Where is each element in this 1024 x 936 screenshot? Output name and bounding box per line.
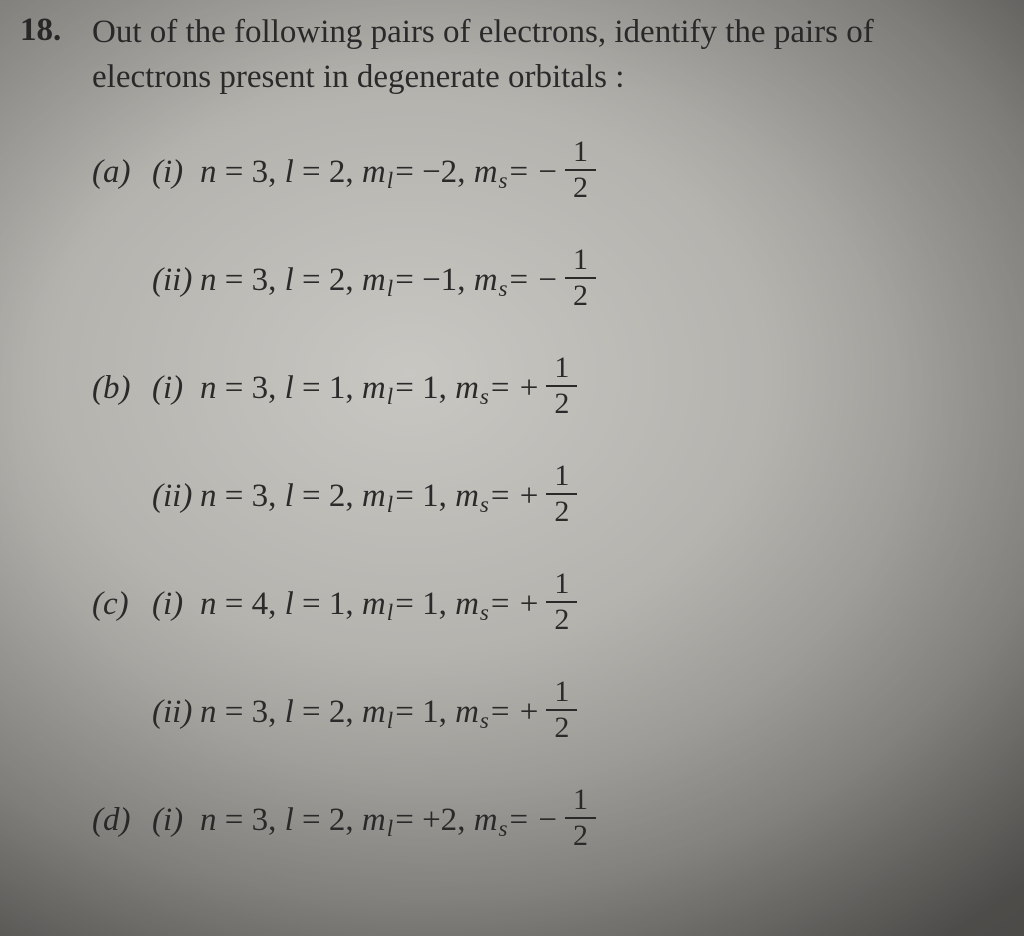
ml-value: 1	[422, 586, 439, 623]
l-value: 2	[329, 802, 346, 839]
frac-num: 1	[565, 137, 596, 169]
l-value: 2	[329, 478, 346, 515]
fraction: 1 2	[546, 677, 577, 743]
sub-label: (ii)	[152, 262, 200, 299]
ms-sign: +	[520, 478, 539, 515]
ms-sign: −	[538, 154, 557, 191]
frac-den: 2	[546, 493, 577, 527]
equation: n = 4, l = 1, ml= 1, ms= + 1 2	[200, 571, 581, 637]
equation: n = 3, l = 2, ml= 1, ms= + 1 2	[200, 463, 581, 529]
option-a-ii: (ii) n = 3, l = 2, ml= −1, ms= − 1 2	[152, 247, 994, 313]
ml-value: +2	[422, 802, 457, 839]
l-value: 2	[329, 154, 346, 191]
n-value: 4	[252, 586, 269, 623]
sub-label: (i)	[152, 802, 200, 839]
frac-num: 1	[565, 785, 596, 817]
option-c-ii: (ii) n = 3, l = 2, ml= 1, ms= + 1 2	[152, 679, 994, 745]
page: 18. Out of the following pairs of electr…	[0, 0, 1024, 936]
n-value: 3	[252, 370, 269, 407]
ml-value: 1	[422, 478, 439, 515]
l-value: 2	[329, 694, 346, 731]
ms-sign: −	[538, 262, 557, 299]
sub-label: (i)	[152, 154, 200, 191]
option-b-i: (b) (i) n = 3, l = 1, ml= 1, ms= + 1 2	[92, 355, 994, 421]
option-c-i: (c) (i) n = 4, l = 1, ml= 1, ms= + 1 2	[92, 571, 994, 637]
option-label: (a)	[92, 154, 152, 191]
fraction: 1 2	[546, 353, 577, 419]
equation: n = 3, l = 2, ml= −2, ms= − 1 2	[200, 139, 600, 205]
frac-den: 2	[565, 817, 596, 851]
sub-label: (i)	[152, 586, 200, 623]
options-list: (a) (i) n = 3, l = 2, ml= −2, ms= − 1 2 …	[92, 139, 994, 853]
equation: n = 3, l = 2, ml= +2, ms= − 1 2	[200, 787, 600, 853]
fraction: 1 2	[565, 137, 596, 203]
option-label: (c)	[92, 586, 152, 623]
sub-label: (i)	[152, 370, 200, 407]
option-d-i: (d) (i) n = 3, l = 2, ml= +2, ms= − 1 2	[92, 787, 994, 853]
fraction: 1 2	[565, 245, 596, 311]
sub-label: (ii)	[152, 478, 200, 515]
question-text: Out of the following pairs of electrons,…	[92, 10, 994, 99]
option-label: (b)	[92, 370, 152, 407]
frac-num: 1	[546, 677, 577, 709]
sub-label: (ii)	[152, 694, 200, 731]
ml-value: 1	[422, 694, 439, 731]
fraction: 1 2	[565, 785, 596, 851]
ms-sign: +	[520, 586, 539, 623]
ms-sign: +	[520, 370, 539, 407]
equation: n = 3, l = 2, ml= −1, ms= − 1 2	[200, 247, 600, 313]
ms-sign: +	[520, 694, 539, 731]
frac-num: 1	[565, 245, 596, 277]
n-value: 3	[252, 694, 269, 731]
frac-den: 2	[546, 385, 577, 419]
frac-den: 2	[546, 709, 577, 743]
equation: n = 3, l = 2, ml= 1, ms= + 1 2	[200, 679, 581, 745]
ml-value: −2	[422, 154, 457, 191]
frac-den: 2	[565, 169, 596, 203]
n-value: 3	[252, 478, 269, 515]
frac-num: 1	[546, 461, 577, 493]
frac-den: 2	[565, 277, 596, 311]
ml-value: −1	[422, 262, 457, 299]
fraction: 1 2	[546, 569, 577, 635]
frac-num: 1	[546, 353, 577, 385]
n-value: 3	[252, 154, 269, 191]
frac-den: 2	[546, 601, 577, 635]
question-number: 18.	[20, 10, 78, 99]
option-b-ii: (ii) n = 3, l = 2, ml= 1, ms= + 1 2	[152, 463, 994, 529]
fraction: 1 2	[546, 461, 577, 527]
option-label: (d)	[92, 802, 152, 839]
l-value: 1	[329, 370, 346, 407]
n-value: 3	[252, 262, 269, 299]
frac-num: 1	[546, 569, 577, 601]
equation: n = 3, l = 1, ml= 1, ms= + 1 2	[200, 355, 581, 421]
l-value: 2	[329, 262, 346, 299]
option-a-i: (a) (i) n = 3, l = 2, ml= −2, ms= − 1 2	[92, 139, 994, 205]
question-block: 18. Out of the following pairs of electr…	[20, 10, 994, 99]
n-value: 3	[252, 802, 269, 839]
ml-value: 1	[422, 370, 439, 407]
ms-sign: −	[538, 802, 557, 839]
l-value: 1	[329, 586, 346, 623]
